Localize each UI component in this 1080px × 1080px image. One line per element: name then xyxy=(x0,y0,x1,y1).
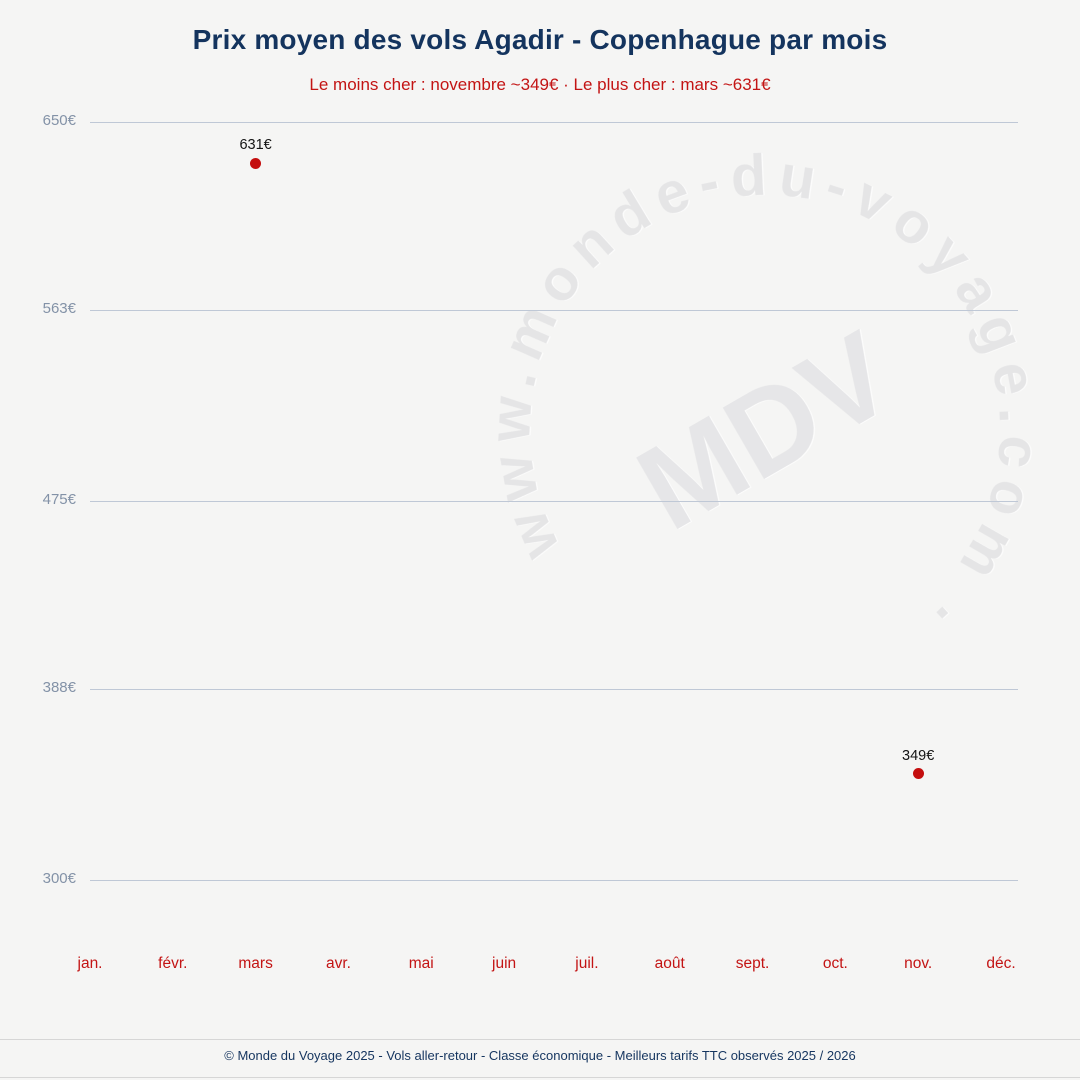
data-point-mars xyxy=(250,157,262,169)
gridline xyxy=(90,501,1018,502)
y-axis-tick-label: 475€ xyxy=(42,491,76,508)
gridline xyxy=(90,689,1018,691)
x-axis-month-label: avr. xyxy=(325,955,351,972)
footer-divider-bottom xyxy=(0,1077,1080,1078)
x-axis-month-label: juil. xyxy=(575,955,599,972)
footer-divider-top xyxy=(0,1039,1080,1040)
y-axis-tick-label: 300€ xyxy=(42,870,76,887)
gridline xyxy=(90,310,1018,312)
x-axis-month-label: jan. xyxy=(77,955,103,972)
data-point-value-label: 631€ xyxy=(239,137,272,154)
gridline xyxy=(90,880,1018,881)
y-axis-tick-label: 650€ xyxy=(42,112,76,129)
chart-subtitle: Le moins cher : novembre ~349€ · Le plus… xyxy=(309,75,771,94)
footer-text: © Monde du Voyage 2025 - Vols aller-reto… xyxy=(224,1048,856,1063)
y-axis-tick-label: 563€ xyxy=(42,300,76,318)
data-point-value-label: 349€ xyxy=(902,747,935,764)
data-point-nov xyxy=(912,768,924,780)
x-axis-month-label: mai xyxy=(408,955,434,972)
x-axis-month-label: déc. xyxy=(986,955,1016,972)
x-axis-month-label: août xyxy=(654,955,685,972)
chart-title: Prix moyen des vols Agadir - Copenhague … xyxy=(192,24,888,55)
y-axis-tick-label: 388€ xyxy=(42,679,76,697)
gridline xyxy=(90,122,1018,123)
x-axis-month-label: févr. xyxy=(158,955,188,972)
x-axis-month-label: mars xyxy=(238,955,273,972)
x-axis-month-label: nov. xyxy=(904,955,933,972)
x-axis-month-label: juin xyxy=(492,955,517,972)
x-axis-month-label: oct. xyxy=(822,955,848,972)
x-axis-month-label: sept. xyxy=(735,955,770,972)
